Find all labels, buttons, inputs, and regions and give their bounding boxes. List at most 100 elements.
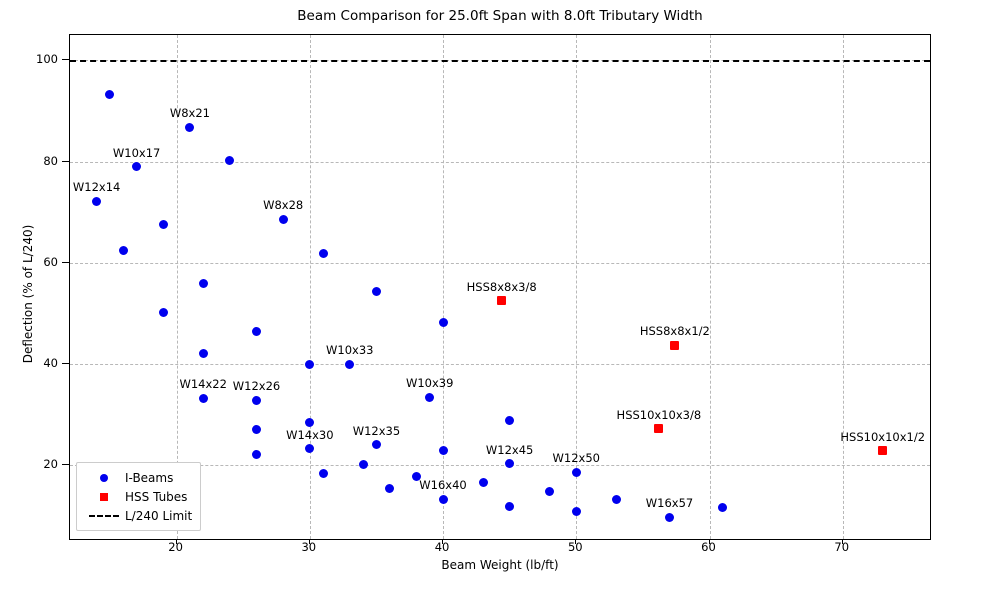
data-point-label: W12x50 <box>552 451 600 466</box>
y-axis-tick-label: 100 <box>36 52 58 67</box>
y-axis-tick-label: 20 <box>43 457 58 472</box>
legend-marker-icon <box>83 473 125 482</box>
data-point <box>571 507 581 517</box>
x-axis-tick-label: 20 <box>168 540 183 554</box>
data-point <box>505 459 515 469</box>
data-point <box>105 90 115 100</box>
y-axis-tick-mark <box>62 160 69 162</box>
data-point <box>318 248 328 258</box>
data-point <box>118 245 128 255</box>
data-point <box>438 318 448 328</box>
data-point <box>505 501 515 511</box>
chart-legend: I-Beams HSS Tubes L/240 Limit <box>76 462 202 531</box>
gridline-vertical <box>842 35 844 539</box>
x-axis-tick-label: 70 <box>834 540 850 554</box>
legend-marker-icon <box>83 514 125 517</box>
data-point-label: W10x33 <box>326 343 374 358</box>
y-axis-tick-label: 80 <box>43 153 58 168</box>
y-axis-tick-label: 60 <box>43 254 58 269</box>
data-point <box>371 287 381 297</box>
data-point <box>278 214 288 224</box>
data-point-label: W10x39 <box>405 376 454 391</box>
x-axis-label: Beam Weight (lb/ft) <box>441 558 559 572</box>
y-axis-label: Deflection (% of L/240) <box>21 224 35 364</box>
data-point <box>718 502 728 512</box>
x-axis-tick-label: 50 <box>567 540 583 554</box>
data-point-label: HSS10x10x3/8 <box>616 407 702 422</box>
gridline-vertical <box>176 35 178 539</box>
data-point-label: W14x30 <box>286 427 334 442</box>
data-point <box>611 495 621 504</box>
data-point-label: W12x45 <box>485 442 534 457</box>
data-point <box>92 196 102 206</box>
data-point-label: W16x40 <box>419 478 467 492</box>
point-labels-layer: W12x14 W10x17 W8x21 W14x22 W12x26 W8x28 W14x30… <box>70 35 930 539</box>
limit-line <box>70 60 930 63</box>
data-point-label: W8x28 <box>263 198 304 213</box>
data-points-layer <box>70 35 930 539</box>
legend-item: HSS Tubes <box>83 487 192 506</box>
data-point <box>670 340 680 350</box>
y-axis-tick-mark <box>62 59 69 61</box>
data-point-label: W16x57 <box>645 496 694 511</box>
gridline-vertical <box>443 35 445 539</box>
data-point <box>425 392 435 402</box>
data-point <box>198 279 208 289</box>
data-point <box>497 296 507 306</box>
gridline-horizontal <box>70 465 930 467</box>
x-axis-tick-mark <box>708 540 710 544</box>
data-point <box>345 359 355 369</box>
data-point <box>305 418 315 428</box>
data-point <box>438 446 448 456</box>
legend-label: HSS Tubes <box>125 489 188 504</box>
data-point <box>571 467 581 477</box>
data-point <box>252 395 262 405</box>
data-point <box>252 449 262 459</box>
data-point <box>132 162 142 172</box>
gridline-horizontal <box>70 262 930 264</box>
x-axis-tick-mark <box>575 540 577 544</box>
data-point <box>654 424 664 434</box>
legend-item: I-Beams <box>83 468 192 487</box>
legend-item: L/240 Limit <box>83 506 192 525</box>
x-axis-tick-mark <box>175 540 177 544</box>
chart-title: Beam Comparison for 25.0ft Span with 8.0… <box>297 8 703 24</box>
data-point-label: W10x17 <box>112 145 161 160</box>
data-point-label: W12x35 <box>352 423 401 438</box>
data-point-label: W8x21 <box>169 106 210 121</box>
data-point <box>385 483 395 493</box>
data-point <box>158 308 168 318</box>
data-point-label: HSS8x8x1/2 <box>639 324 710 339</box>
data-point <box>158 220 168 230</box>
gridline-vertical <box>309 35 311 539</box>
y-axis-tick-mark <box>62 362 69 364</box>
data-point <box>305 444 315 454</box>
data-point <box>665 512 675 522</box>
data-point <box>252 424 262 434</box>
x-axis-tick-label: 40 <box>434 540 450 554</box>
legend-marker-icon <box>83 492 125 501</box>
legend-label: L/240 Limit <box>125 508 193 523</box>
data-point-label: W12x26 <box>232 379 281 394</box>
legend-label: I-Beams <box>125 470 174 485</box>
data-point <box>318 469 328 479</box>
data-point <box>545 486 555 496</box>
data-point <box>371 440 381 450</box>
data-point <box>225 155 235 165</box>
data-point <box>505 416 515 426</box>
y-axis-tick-label: 40 <box>43 355 58 370</box>
data-point <box>252 327 262 337</box>
data-point-label: HSS8x8x3/8 <box>466 279 537 294</box>
data-point <box>878 446 888 456</box>
data-point-label: W12x14 <box>72 180 121 195</box>
data-point <box>198 349 208 359</box>
data-point <box>411 471 421 481</box>
x-axis-tick-label: 60 <box>701 540 716 554</box>
data-point <box>438 494 448 504</box>
data-point <box>358 459 368 469</box>
x-axis-tick-mark <box>442 540 444 544</box>
data-point-label: HSS10x10x1/2 <box>840 429 926 444</box>
y-axis-tick-mark <box>62 464 69 466</box>
data-point <box>198 393 208 403</box>
x-axis-tick-label: 30 <box>301 540 317 554</box>
